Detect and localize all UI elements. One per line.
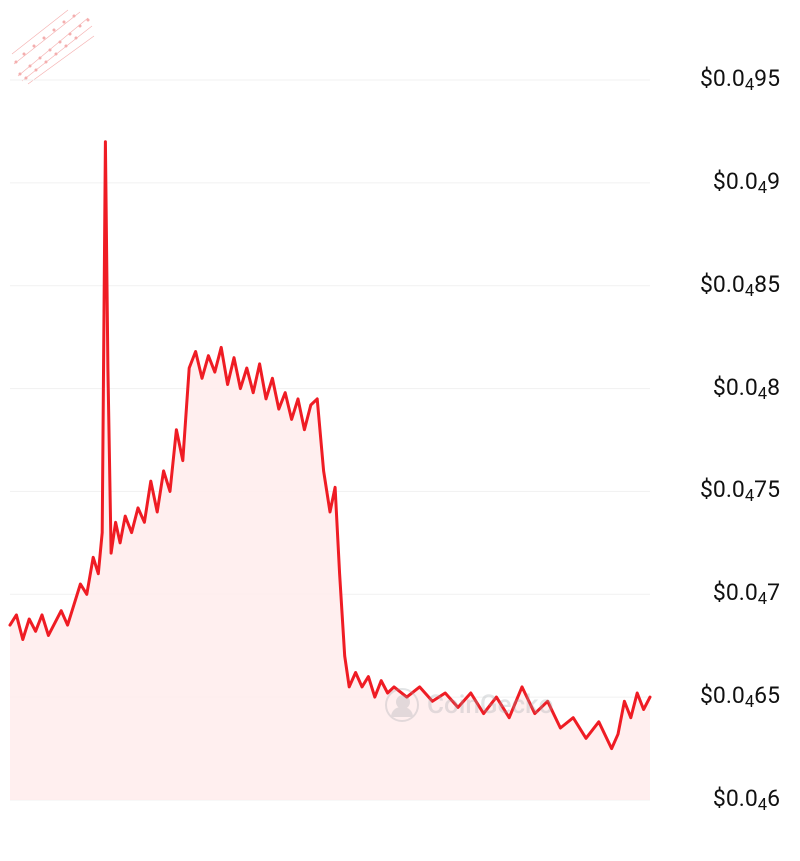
- y-tick-label: $0.046: [713, 785, 780, 815]
- watermark-text: CoinGecko: [427, 690, 553, 720]
- y-tick-label: $0.0495: [700, 65, 780, 95]
- chart-canvas: [0, 0, 800, 861]
- price-chart: $0.0495 $0.049 $0.0485 $0.048 $0.0475 $0.047 $…: [0, 0, 800, 861]
- coingecko-watermark: CoinGecko: [385, 688, 553, 722]
- y-tick-label: $0.0465: [700, 682, 780, 712]
- coingecko-icon: [385, 688, 419, 722]
- y-tick-label: $0.0475: [700, 477, 780, 507]
- y-tick-label: $0.048: [713, 374, 780, 404]
- y-tick-label: $0.0485: [700, 271, 780, 301]
- y-tick-label: $0.049: [713, 168, 780, 198]
- y-tick-label: $0.047: [713, 579, 780, 609]
